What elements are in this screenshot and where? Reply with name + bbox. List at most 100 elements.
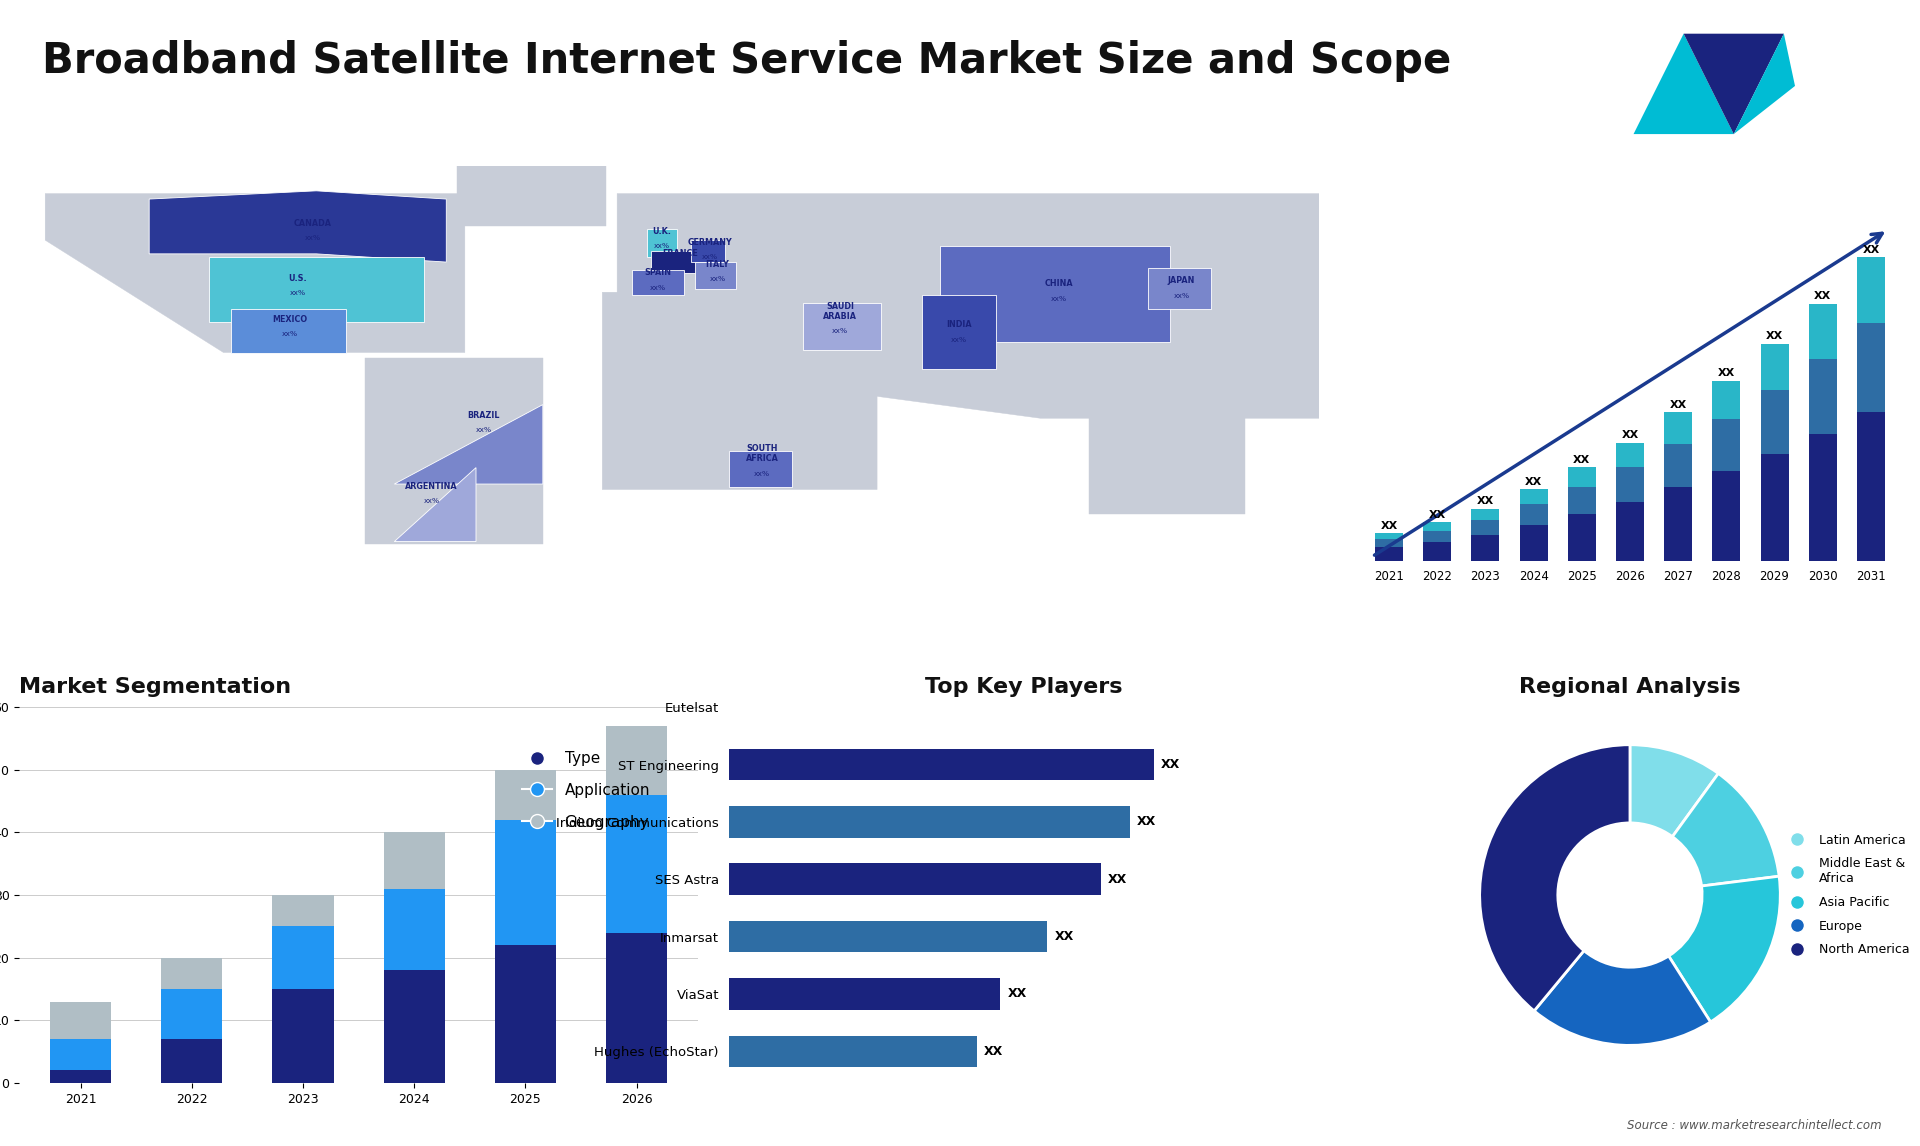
Bar [1761,391,1789,454]
Bar [1569,515,1596,560]
Polygon shape [1148,267,1212,308]
Text: XX: XX [1428,510,1446,520]
Bar [1519,525,1548,560]
Text: xx%: xx% [831,329,849,335]
Bar [1423,542,1452,560]
Bar [161,989,223,1039]
Bar [495,770,557,819]
Text: CANADA: CANADA [294,219,332,228]
Bar [384,971,445,1083]
Text: XX: XX [983,1045,1002,1058]
Bar [1761,454,1789,560]
Bar [1471,535,1500,560]
Text: xx%: xx% [755,471,770,477]
Text: Source : www.marketresearchintellect.com: Source : www.marketresearchintellect.com [1626,1120,1882,1132]
Bar [730,1036,977,1067]
Title: Regional Analysis: Regional Analysis [1519,677,1741,697]
Polygon shape [46,194,465,353]
Bar [273,989,334,1083]
Polygon shape [457,164,607,227]
Text: XX: XX [1670,400,1688,410]
Text: ARGENTINA: ARGENTINA [405,482,457,490]
Bar [730,979,1000,1010]
Bar [1423,531,1452,542]
Bar [384,832,445,889]
Bar [1809,359,1837,434]
Text: FRANCE: FRANCE [662,249,699,258]
Polygon shape [691,241,726,262]
Wedge shape [1672,774,1780,886]
Polygon shape [728,452,791,487]
Text: ITALY: ITALY [705,260,730,269]
Polygon shape [209,257,424,322]
Wedge shape [1668,877,1780,1022]
Bar [1471,509,1500,519]
Text: CHINA: CHINA [1044,280,1073,288]
Text: SAUDI
ARABIA: SAUDI ARABIA [824,301,856,321]
Bar [730,748,1154,780]
Wedge shape [1630,745,1718,837]
Polygon shape [941,245,1171,342]
Text: xx%: xx% [282,331,298,337]
Bar [1761,344,1789,391]
Text: XX: XX [1054,931,1073,943]
Polygon shape [394,468,476,542]
Text: xx%: xx% [1173,292,1190,299]
Bar [495,945,557,1083]
Bar [1519,489,1548,504]
Bar [1375,547,1404,560]
Bar [1569,487,1596,515]
Bar [1569,468,1596,487]
Text: xx%: xx% [424,499,440,504]
Bar [1665,444,1692,487]
Bar [1713,471,1740,560]
Text: xx%: xx% [476,427,492,433]
Bar [161,958,223,989]
Text: XX: XX [1162,758,1181,771]
Bar [607,725,668,795]
Bar [1857,323,1885,413]
Polygon shape [230,308,346,353]
Text: XX: XX [1572,455,1590,465]
Bar [273,895,334,926]
Polygon shape [922,295,996,369]
Text: xx%: xx% [290,290,305,296]
Text: XX: XX [1008,988,1027,1000]
Text: xx%: xx% [703,254,718,260]
Text: Market Segmentation: Market Segmentation [19,677,292,697]
Bar [1617,468,1644,502]
Wedge shape [1480,745,1630,1011]
Bar [1519,504,1548,525]
Text: SOUTH
AFRICA: SOUTH AFRICA [745,445,778,463]
Text: GERMANY: GERMANY [687,238,732,248]
Title: Top Key Players: Top Key Players [925,677,1123,697]
Bar [607,795,668,933]
Bar [730,920,1048,952]
Bar [1665,413,1692,444]
Bar [1665,487,1692,560]
Text: JAPAN: JAPAN [1167,276,1196,285]
Text: xx%: xx% [708,276,726,282]
Text: XX: XX [1524,477,1542,487]
Bar [384,889,445,971]
Bar [1809,304,1837,359]
Text: MARKET: MARKET [1803,52,1845,61]
Text: XX: XX [1476,496,1494,507]
Bar [1713,380,1740,419]
Text: xx%: xx% [653,243,670,250]
Bar [730,806,1131,838]
Text: XX: XX [1620,430,1638,440]
Polygon shape [1634,33,1734,134]
Bar [607,933,668,1083]
Bar [1617,442,1644,468]
Text: xx%: xx% [649,284,666,291]
Bar [1375,533,1404,539]
Polygon shape [803,304,881,350]
Polygon shape [603,194,1338,489]
Text: XX: XX [1380,520,1398,531]
Bar [161,1039,223,1083]
Polygon shape [1684,33,1784,134]
Text: xx%: xx% [305,235,321,241]
Text: xx%: xx% [950,337,968,343]
Wedge shape [1534,951,1711,1045]
